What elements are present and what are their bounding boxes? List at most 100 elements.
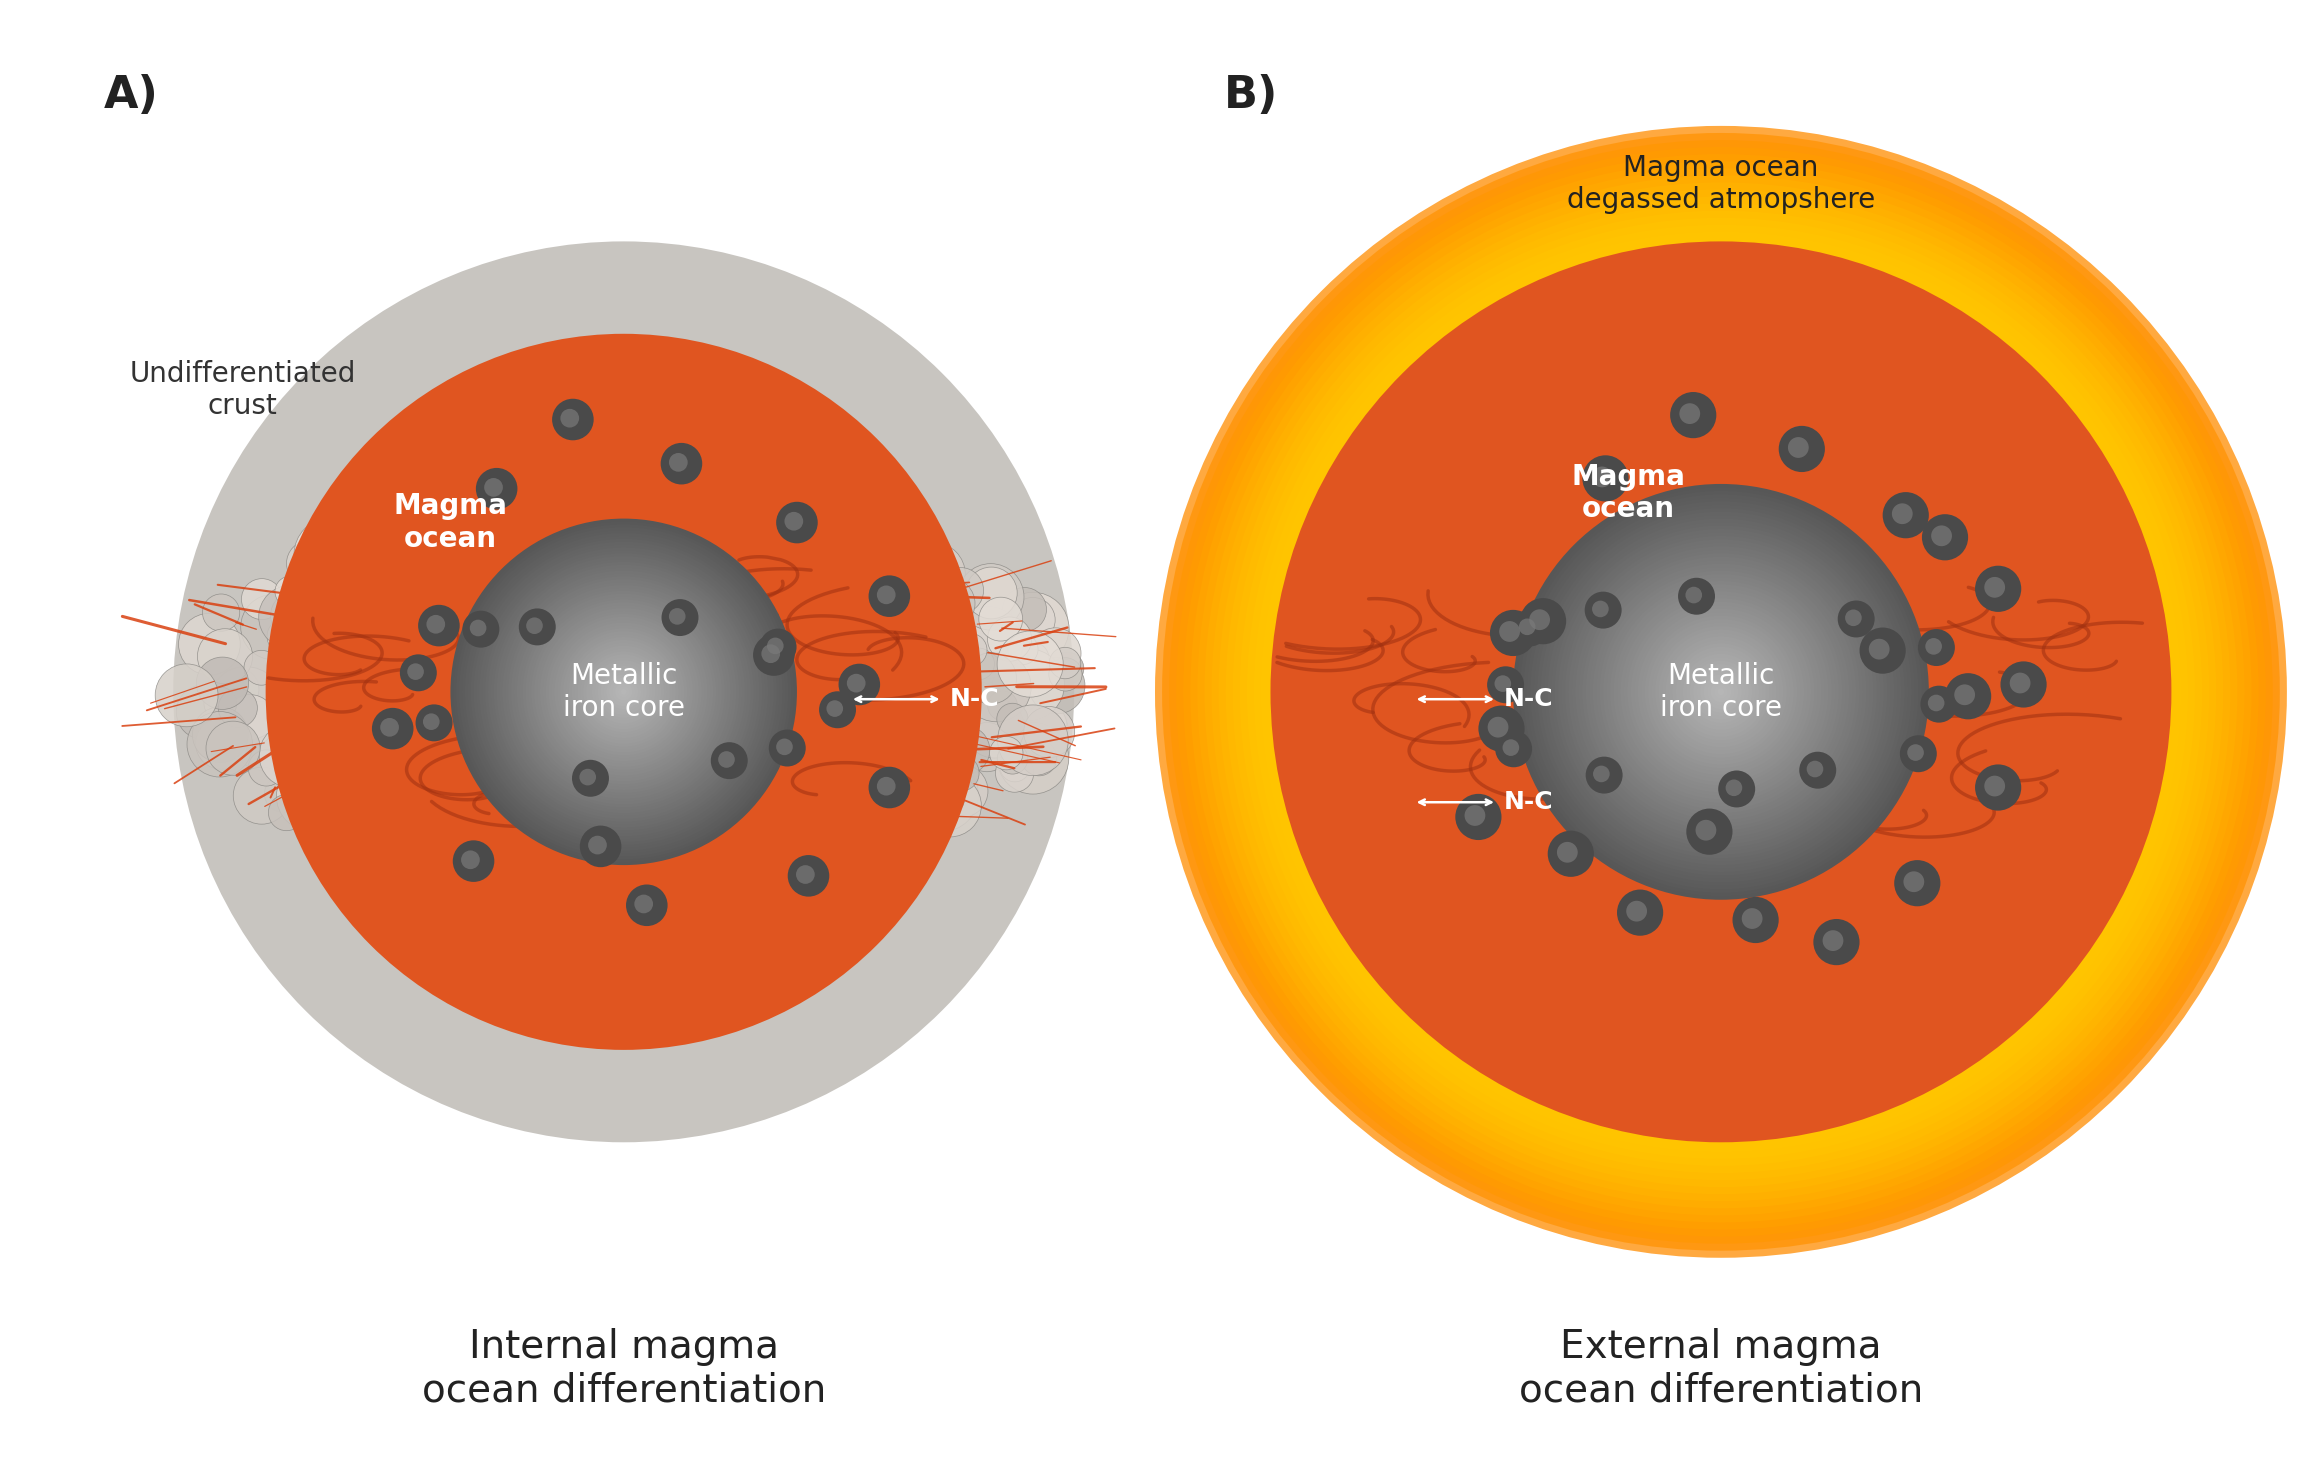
Ellipse shape xyxy=(788,512,857,580)
Ellipse shape xyxy=(1638,609,1804,774)
Ellipse shape xyxy=(374,807,423,855)
Ellipse shape xyxy=(1806,761,1823,777)
Ellipse shape xyxy=(2010,673,2030,693)
Ellipse shape xyxy=(527,617,543,634)
Ellipse shape xyxy=(506,574,742,810)
Ellipse shape xyxy=(580,768,596,786)
Ellipse shape xyxy=(795,530,866,602)
Ellipse shape xyxy=(1009,598,1056,642)
Ellipse shape xyxy=(575,643,672,740)
Ellipse shape xyxy=(1899,735,1936,773)
Ellipse shape xyxy=(940,726,989,774)
Ellipse shape xyxy=(998,723,1070,793)
Ellipse shape xyxy=(1511,609,1548,646)
Ellipse shape xyxy=(573,760,610,796)
Ellipse shape xyxy=(568,637,679,746)
Ellipse shape xyxy=(1240,210,2201,1173)
Ellipse shape xyxy=(1679,651,1763,733)
Ellipse shape xyxy=(1478,705,1525,752)
Ellipse shape xyxy=(270,592,319,640)
Ellipse shape xyxy=(400,655,437,692)
Ellipse shape xyxy=(1513,484,1929,899)
Ellipse shape xyxy=(578,646,670,737)
Ellipse shape xyxy=(511,578,737,805)
Ellipse shape xyxy=(432,810,494,871)
Ellipse shape xyxy=(1696,820,1716,841)
Ellipse shape xyxy=(467,536,781,848)
Text: External magma
ocean differentiation: External magma ocean differentiation xyxy=(1520,1328,1922,1410)
Ellipse shape xyxy=(1869,639,1890,659)
Ellipse shape xyxy=(1610,581,1832,802)
Ellipse shape xyxy=(259,586,321,649)
Ellipse shape xyxy=(531,599,716,785)
Ellipse shape xyxy=(1929,695,1945,711)
Ellipse shape xyxy=(1663,633,1779,751)
Ellipse shape xyxy=(651,505,707,559)
Ellipse shape xyxy=(996,754,1033,792)
Ellipse shape xyxy=(1520,598,1566,645)
Ellipse shape xyxy=(887,564,929,604)
Ellipse shape xyxy=(1234,203,2208,1181)
Ellipse shape xyxy=(1529,502,1913,882)
Ellipse shape xyxy=(448,807,515,874)
Ellipse shape xyxy=(173,241,1074,1142)
Ellipse shape xyxy=(524,520,584,577)
Ellipse shape xyxy=(559,509,617,567)
Ellipse shape xyxy=(487,556,760,827)
Ellipse shape xyxy=(769,807,822,863)
Ellipse shape xyxy=(1679,403,1700,424)
Ellipse shape xyxy=(1654,626,1788,758)
Ellipse shape xyxy=(1691,661,1751,723)
Ellipse shape xyxy=(541,608,707,776)
Text: N-C: N-C xyxy=(949,687,998,711)
Ellipse shape xyxy=(792,815,825,848)
Ellipse shape xyxy=(619,686,628,698)
Ellipse shape xyxy=(453,521,795,863)
Ellipse shape xyxy=(1030,629,1081,679)
Text: A): A) xyxy=(104,74,159,116)
Ellipse shape xyxy=(1261,233,2181,1151)
Ellipse shape xyxy=(1652,623,1790,761)
Ellipse shape xyxy=(543,611,705,773)
Ellipse shape xyxy=(661,443,702,484)
Ellipse shape xyxy=(762,645,781,662)
Ellipse shape xyxy=(986,617,1033,661)
Ellipse shape xyxy=(836,527,906,598)
Ellipse shape xyxy=(670,608,686,624)
Ellipse shape xyxy=(790,839,820,868)
Ellipse shape xyxy=(614,683,633,701)
Ellipse shape xyxy=(219,689,256,727)
Ellipse shape xyxy=(1668,640,1774,743)
Ellipse shape xyxy=(776,502,818,543)
Ellipse shape xyxy=(769,730,806,767)
Ellipse shape xyxy=(1640,612,1802,771)
Ellipse shape xyxy=(1049,648,1081,679)
Ellipse shape xyxy=(536,605,711,779)
Ellipse shape xyxy=(587,654,661,730)
Ellipse shape xyxy=(621,689,626,695)
Ellipse shape xyxy=(864,807,906,848)
Ellipse shape xyxy=(1603,574,1839,810)
Ellipse shape xyxy=(873,531,922,580)
Ellipse shape xyxy=(942,755,979,790)
Ellipse shape xyxy=(314,539,370,595)
Ellipse shape xyxy=(293,518,367,590)
Ellipse shape xyxy=(1049,658,1081,690)
Text: Magma
ocean: Magma ocean xyxy=(393,492,508,553)
Ellipse shape xyxy=(1892,503,1913,524)
Ellipse shape xyxy=(1903,871,1924,892)
Ellipse shape xyxy=(178,614,240,676)
Ellipse shape xyxy=(732,495,802,564)
Ellipse shape xyxy=(598,665,649,718)
Ellipse shape xyxy=(961,652,1030,721)
Ellipse shape xyxy=(732,820,762,851)
Ellipse shape xyxy=(217,701,245,729)
Ellipse shape xyxy=(1924,637,1943,655)
Ellipse shape xyxy=(1945,673,1991,720)
Ellipse shape xyxy=(723,827,774,880)
Ellipse shape xyxy=(788,527,829,570)
Ellipse shape xyxy=(1920,686,1957,723)
Ellipse shape xyxy=(1596,567,1846,817)
Ellipse shape xyxy=(1645,615,1797,768)
Ellipse shape xyxy=(1548,830,1594,877)
